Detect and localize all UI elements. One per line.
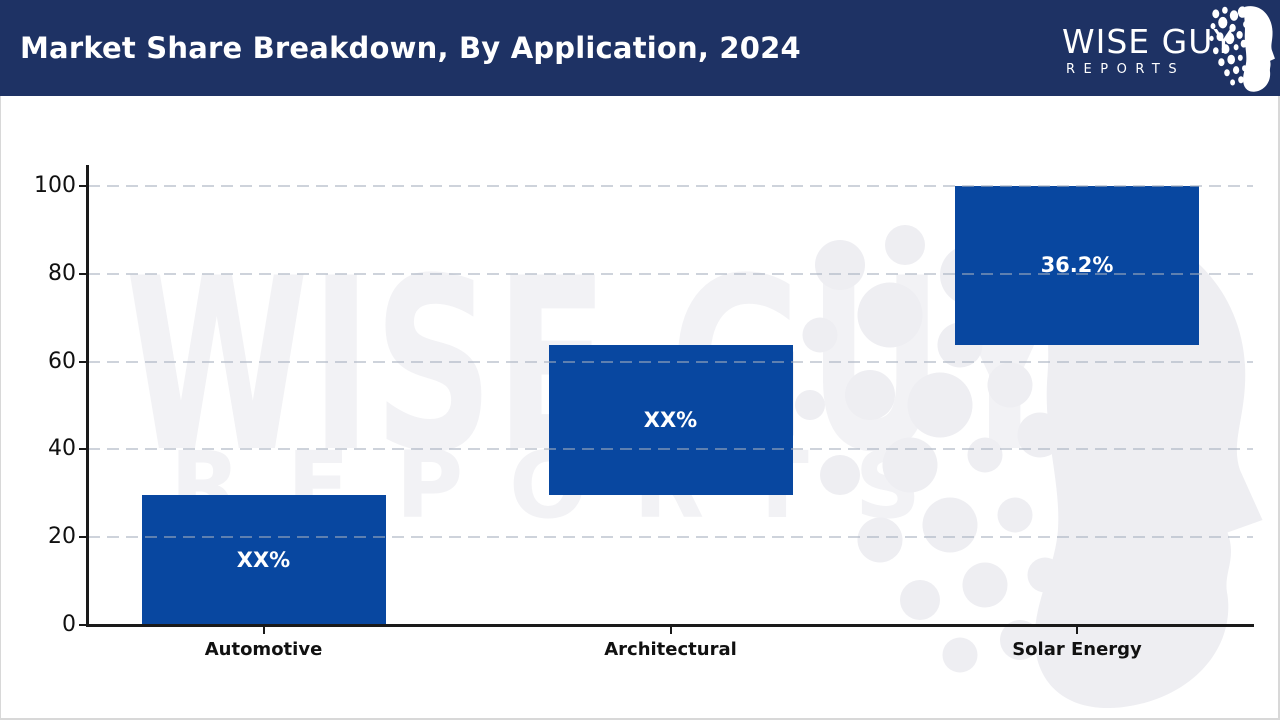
y-tick-mark-20 — [79, 536, 88, 539]
gridline-100 — [88, 185, 1253, 187]
x-tick-mark-automotive — [262, 625, 265, 634]
bottom-border-line — [0, 718, 1280, 720]
logo-wiseguy-text: WISE GUY — [1062, 22, 1235, 61]
wiseguy-face-icon — [1209, 6, 1275, 92]
y-tick-mark-40 — [79, 448, 88, 451]
x-category-label-solar-energy: Solar Energy — [1012, 639, 1142, 660]
right-border-line — [1278, 96, 1280, 720]
x-category-label-architectural: Architectural — [604, 639, 737, 660]
y-tick-label-100: 100 — [34, 173, 76, 198]
bar-architectural — [548, 344, 793, 496]
bar-value-label-automotive: XX% — [236, 548, 291, 573]
x-category-label-automotive: Automotive — [204, 639, 323, 660]
y-axis-spine — [86, 165, 89, 626]
x-tick-mark-architectural — [669, 625, 672, 634]
y-tick-mark-80 — [79, 272, 88, 275]
gridline-60 — [88, 360, 1253, 363]
chart-title: Market Share Breakdown, By Application, … — [20, 31, 801, 65]
x-tick-mark-solar-energy — [1076, 625, 1078, 634]
gridline-20 — [88, 536, 1253, 539]
y-tick-label-80: 80 — [48, 260, 76, 286]
bar-value-label-solar-energy: 36.2% — [1040, 253, 1114, 278]
y-tick-mark-100 — [79, 185, 88, 187]
bar-value-label-architectural: XX% — [643, 407, 698, 432]
header-bar: Market Share Breakdown, By Application, … — [0, 0, 1280, 96]
y-tick-label-0: 0 — [62, 612, 76, 637]
y-tick-mark-0 — [79, 624, 88, 626]
y-tick-label-40: 40 — [48, 436, 76, 462]
gridline-80 — [88, 272, 1253, 275]
logo-reports-text: REPORTS — [1066, 62, 1186, 77]
gridline-40 — [88, 448, 1253, 451]
y-tick-label-20: 20 — [48, 524, 76, 550]
left-border-line — [0, 96, 1, 720]
bar-automotive — [141, 495, 386, 625]
y-tick-label-60: 60 — [48, 348, 76, 374]
wiseguy-logo: WISE GUY REPORTS — [1020, 0, 1280, 96]
y-tick-mark-60 — [79, 360, 88, 363]
